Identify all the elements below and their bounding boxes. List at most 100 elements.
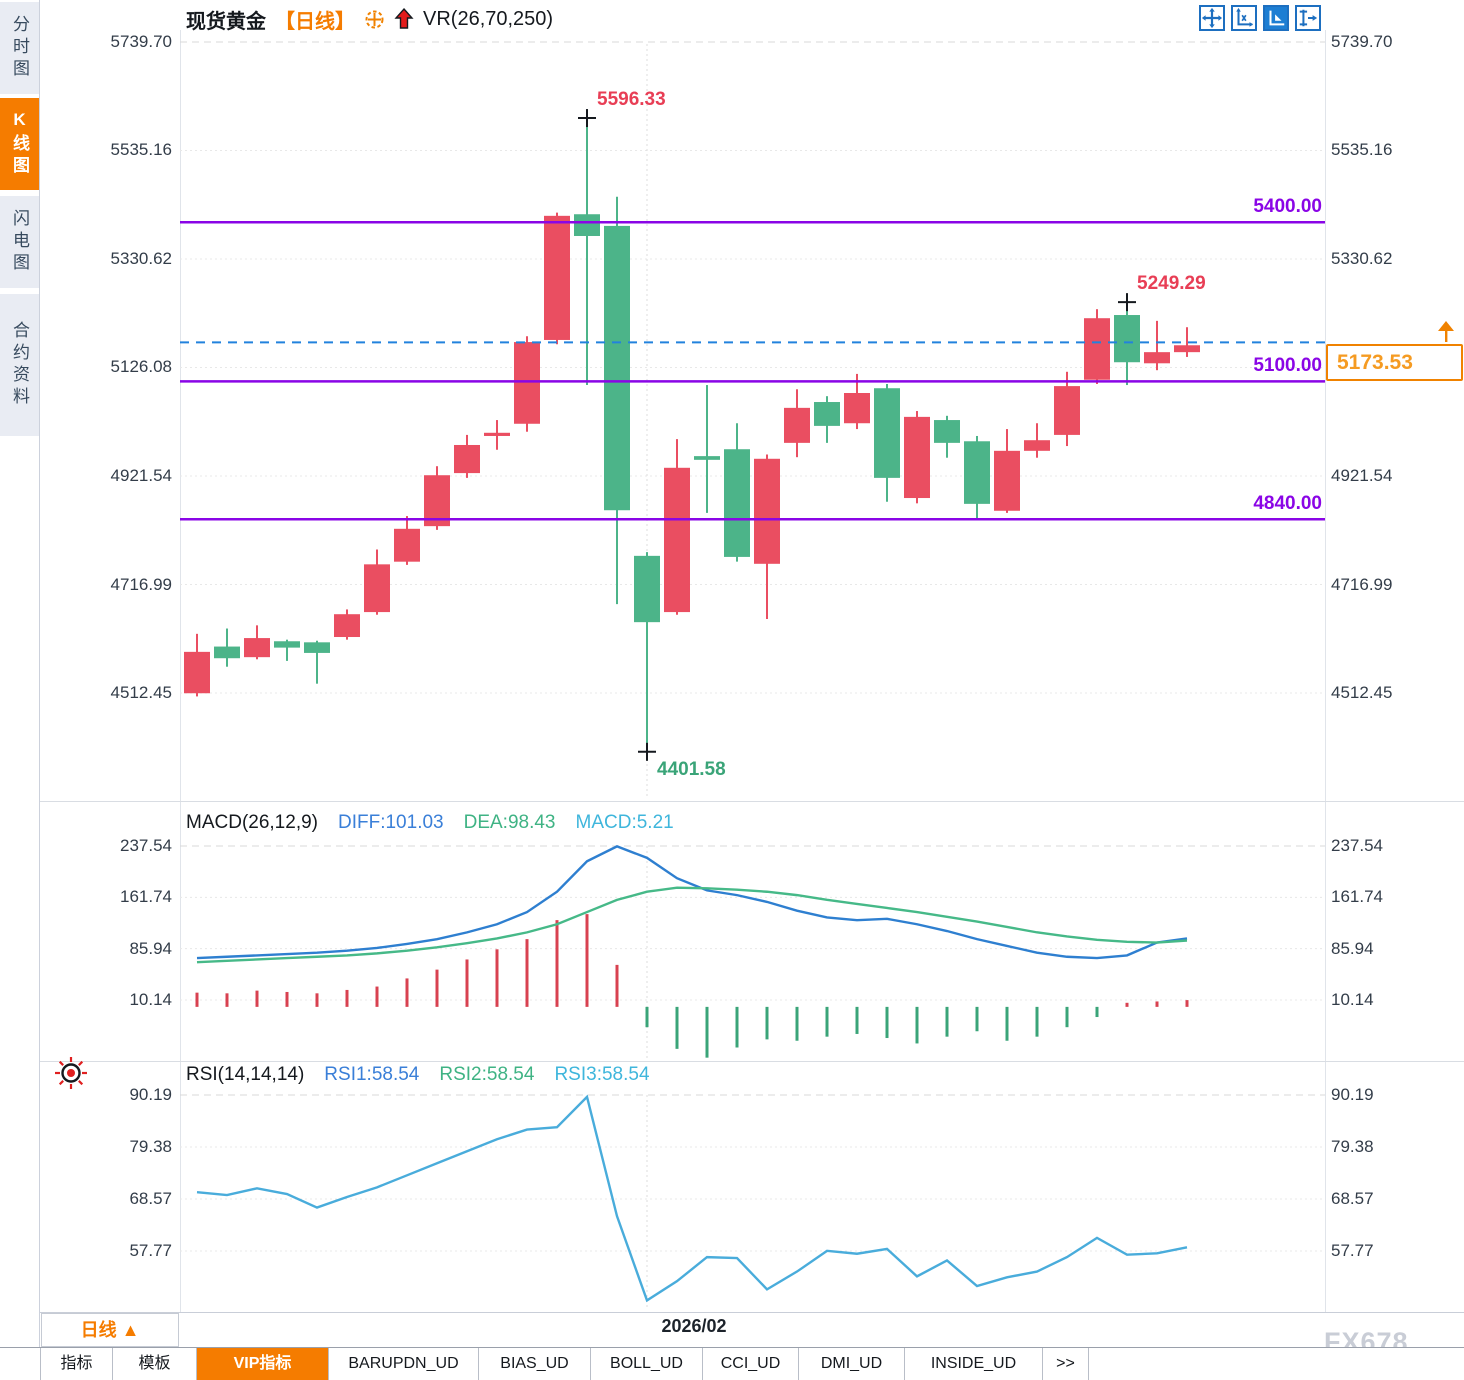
pan-move-icon[interactable] bbox=[1199, 5, 1225, 31]
candle-26 bbox=[964, 435, 990, 519]
candle-28 bbox=[1024, 423, 1050, 458]
rsi-tick-right-57.77: 57.77 bbox=[1331, 1241, 1374, 1260]
period-selector[interactable]: 日线 ▲ bbox=[41, 1313, 179, 1347]
candle-20 bbox=[784, 389, 810, 458]
candle-8 bbox=[424, 466, 450, 530]
crosshair-target-icon[interactable] bbox=[364, 9, 385, 30]
sidebar-item-3[interactable]: 闪电图 bbox=[0, 196, 39, 288]
up-arrow-icon bbox=[394, 7, 414, 31]
hline-label-5100.00: 5100.00 bbox=[1253, 355, 1322, 377]
macd-tick-right-237.54: 237.54 bbox=[1331, 836, 1383, 855]
candle-7 bbox=[394, 516, 420, 565]
macd-legend-value-1: DIFF:101.03 bbox=[338, 812, 444, 833]
candle-9 bbox=[454, 434, 480, 478]
candle-27 bbox=[994, 429, 1020, 513]
price-tick-right-5535.16: 5535.16 bbox=[1331, 140, 1393, 160]
macd-tick-right-10.14: 10.14 bbox=[1331, 990, 1374, 1009]
tabbar-spacer bbox=[0, 1348, 41, 1380]
tab-[interactable]: 模板 bbox=[113, 1348, 197, 1380]
tab->>[interactable]: >> bbox=[1043, 1348, 1089, 1380]
left-sidebar: 分时图 K线图闪电图合约资料 bbox=[0, 0, 40, 1380]
candle-24 bbox=[904, 411, 930, 504]
price-tick-left-5535.16: 5535.16 bbox=[110, 140, 172, 160]
candle-22 bbox=[844, 373, 870, 430]
price-annotation-4401.58: 4401.58 bbox=[657, 758, 726, 780]
candle-23 bbox=[874, 383, 900, 502]
price-tick-right-5330.62: 5330.62 bbox=[1331, 248, 1393, 268]
candle-32 bbox=[1144, 320, 1170, 371]
rsi-legend-value-3: RSI3:58.54 bbox=[554, 1064, 650, 1085]
symbol-name: 现货黄金 bbox=[186, 10, 266, 33]
sidebar-item-4[interactable]: 合约资料 bbox=[0, 294, 39, 436]
x-axis-date-label: 2026/02 bbox=[661, 1316, 727, 1336]
price-annotation-5596.33: 5596.33 bbox=[597, 89, 666, 111]
hline-label-4840.00: 4840.00 bbox=[1253, 493, 1322, 515]
indicator-label[interactable]: VR(26,70,250) bbox=[423, 7, 554, 30]
tab-vip[interactable]: VIP指标 bbox=[197, 1348, 329, 1380]
price-tick-left-5330.62: 5330.62 bbox=[110, 248, 172, 268]
tab-barupdn_ud[interactable]: BARUPDN_UD bbox=[329, 1348, 479, 1380]
rsi-legend: RSI(14,14,14) RSI1:58.54 RSI2:58.54 RSI3:5… bbox=[186, 1062, 650, 1088]
price-tick-left-4921.54: 4921.54 bbox=[110, 465, 172, 485]
alert-sun-icon[interactable] bbox=[54, 1056, 88, 1095]
chart-header: 现货黄金 【日线】 VR(26,70,250) bbox=[186, 4, 553, 34]
axis-pointer-icon[interactable] bbox=[1263, 5, 1289, 31]
tab-[interactable]: 指标 bbox=[41, 1348, 113, 1380]
rsi-tick-right-68.57: 68.57 bbox=[1331, 1189, 1374, 1209]
candle-2 bbox=[244, 625, 270, 660]
price-tick-left-4512.45: 4512.45 bbox=[110, 683, 172, 702]
period-tag[interactable]: 【日线】 bbox=[275, 10, 355, 33]
tab-bias_ud[interactable]: BIAS_UD bbox=[479, 1348, 591, 1380]
price-tick-left-5126.08: 5126.08 bbox=[110, 357, 172, 377]
rsi-tick-left-68.57: 68.57 bbox=[129, 1189, 172, 1209]
tab-dmi_ud[interactable]: DMI_UD bbox=[799, 1348, 905, 1380]
candle-5 bbox=[334, 609, 360, 640]
axis-zoom-icon[interactable] bbox=[1231, 5, 1257, 31]
sidebar-item-2[interactable]: K线图 bbox=[0, 98, 39, 190]
macd-title[interactable]: MACD(26,12,9) bbox=[186, 812, 318, 833]
candle-14 bbox=[604, 196, 630, 605]
axis-shift-icon[interactable] bbox=[1295, 5, 1321, 31]
candle-3 bbox=[274, 639, 300, 661]
price-tick-right-4921.54: 4921.54 bbox=[1331, 465, 1393, 485]
price-annotation-5249.29: 5249.29 bbox=[1137, 273, 1206, 295]
candle-33 bbox=[1174, 327, 1200, 357]
indicator-tabbar: 指标 模板 VIP指标 BARUPDN_UD BIAS_UD BOLL_UD CCI_UD D… bbox=[0, 1347, 1464, 1380]
pane-separator-macd bbox=[40, 801, 1464, 802]
rsi-tick-left-79.38: 79.38 bbox=[129, 1137, 172, 1157]
macd-tick-right-85.94: 85.94 bbox=[1331, 938, 1374, 958]
candle-11 bbox=[514, 336, 540, 432]
macd-tick-right-161.74: 161.74 bbox=[1331, 887, 1383, 907]
pane-separator-bottom bbox=[0, 1312, 1464, 1313]
price-tick-right-5739.70: 5739.70 bbox=[1331, 32, 1393, 51]
candle-16 bbox=[664, 439, 690, 615]
candle-15 bbox=[634, 552, 660, 752]
candle-13 bbox=[574, 118, 600, 386]
price-tick-right-4716.99: 4716.99 bbox=[1331, 574, 1393, 594]
rsi-tick-left-57.77: 57.77 bbox=[129, 1241, 172, 1260]
candle-21 bbox=[814, 396, 840, 443]
candle-0 bbox=[184, 633, 210, 697]
price-tick-left-4716.99: 4716.99 bbox=[110, 574, 172, 594]
candle-17 bbox=[694, 385, 720, 513]
candle-12 bbox=[544, 212, 570, 345]
current-price-box: 5173.53 bbox=[1326, 344, 1463, 381]
macd-tick-left-237.54: 237.54 bbox=[120, 836, 172, 855]
tab-inside_ud[interactable]: INSIDE_UD bbox=[905, 1348, 1043, 1380]
rsi-tick-right-79.38: 79.38 bbox=[1331, 1137, 1374, 1157]
rsi-legend-value-2: RSI2:58.54 bbox=[439, 1064, 535, 1085]
sidebar-item-1[interactable]: 分时图 bbox=[0, 2, 39, 94]
candle-30 bbox=[1084, 309, 1110, 384]
period-arrow-icon: ▲ bbox=[121, 1320, 140, 1340]
candle-25 bbox=[934, 415, 960, 458]
macd-tick-left-85.94: 85.94 bbox=[129, 938, 172, 958]
candle-18 bbox=[724, 423, 750, 562]
tab-cci_ud[interactable]: CCI_UD bbox=[703, 1348, 799, 1380]
candle-6 bbox=[364, 549, 390, 615]
rsi-title[interactable]: RSI(14,14,14) bbox=[186, 1064, 305, 1085]
tab-boll_ud[interactable]: BOLL_UD bbox=[591, 1348, 703, 1380]
plot-right-border bbox=[1325, 30, 1326, 1312]
candle-29 bbox=[1054, 371, 1080, 447]
